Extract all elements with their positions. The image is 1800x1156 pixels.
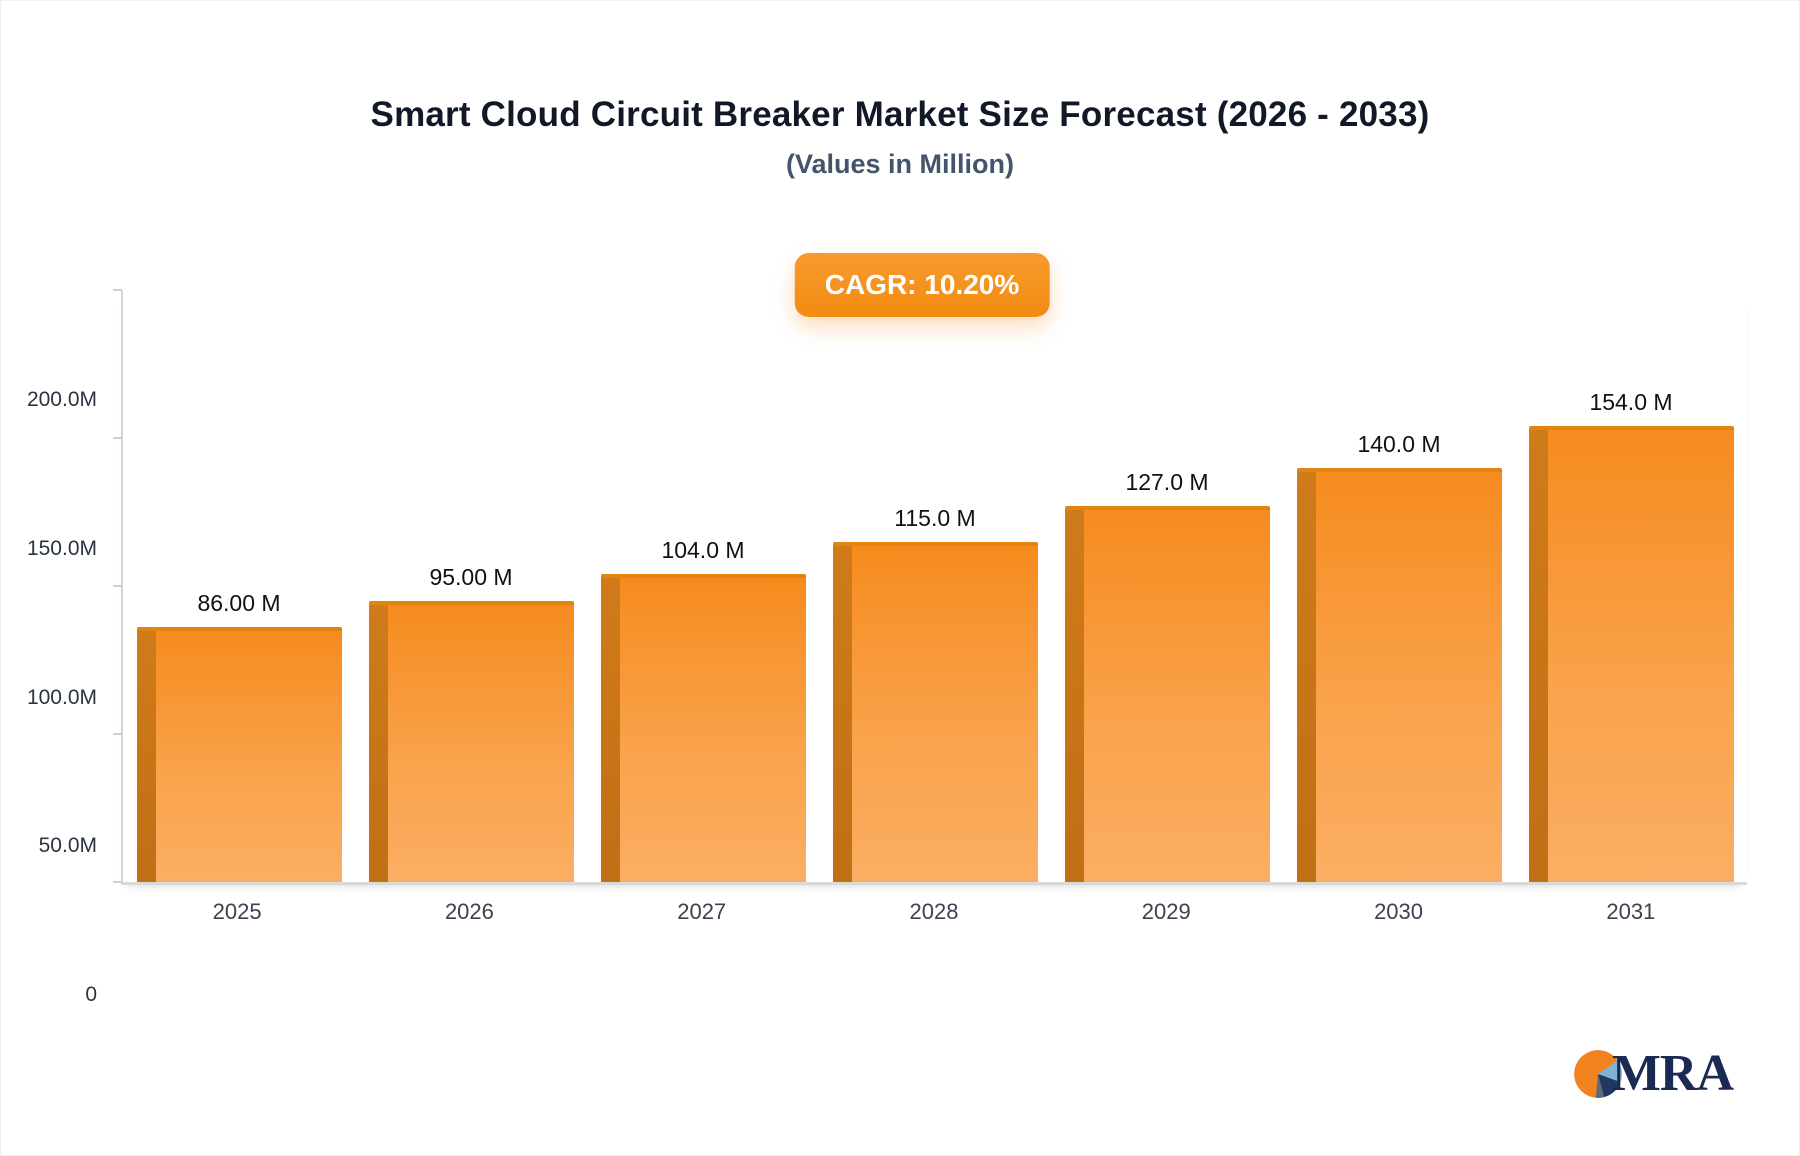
y-axis-tick-label: 0 (85, 983, 97, 1006)
brand-logo: MRA (1572, 1044, 1734, 1103)
x-axis-label: 2028 (909, 899, 959, 924)
bar-front-face (851, 545, 1038, 882)
chart-area: 200.0M 150.0M 100.0M 50.0M 0 86.00 M 95.00 M 1… (1, 289, 1799, 1006)
bar (832, 541, 1038, 882)
bar-front-face (619, 578, 806, 882)
bar-front-face (155, 631, 342, 882)
bar (136, 627, 342, 882)
y-axis: 200.0M 150.0M 100.0M 50.0M 0 (1, 388, 113, 1006)
bar-group: 115.0 M (832, 290, 1038, 882)
bar-value-label: 104.0 M (661, 537, 745, 564)
bar-group: 104.0 M (600, 290, 806, 882)
y-axis-tick-label: 50.0M (38, 834, 97, 858)
bar-front-face (1547, 430, 1734, 882)
chart-header: Smart Cloud Circuit Breaker Market Size … (1, 1, 1799, 180)
plot-area: 86.00 M 95.00 M 104.0 M 115.0 M 127.0 M 140.0… (113, 289, 1747, 885)
bar-side-face (600, 578, 620, 882)
bar-front-face (1315, 471, 1502, 882)
y-axis-tick-label: 200.0M (26, 388, 97, 411)
bar (600, 574, 806, 882)
bar-side-face (832, 545, 852, 882)
bar-value-label: 86.00 M (197, 590, 281, 617)
y-tick-mark (113, 733, 122, 735)
bar-group: 154.0 M (1528, 290, 1734, 882)
bar-value-label: 127.0 M (1125, 469, 1209, 496)
bar-value-label: 154.0 M (1589, 389, 1673, 416)
chart-subtitle: (Values in Million) (785, 149, 1015, 179)
bar-side-face (1528, 430, 1548, 882)
x-axis-label: 2026 (444, 899, 494, 924)
chart-title: Smart Cloud Circuit Breaker Market Size … (370, 95, 1430, 134)
x-axis-label: 2030 (1374, 899, 1424, 924)
x-axis-label: 2031 (1606, 899, 1656, 924)
cagr-badge: CAGR: 10.20% (794, 253, 1050, 317)
bar-group: 95.00 M (368, 290, 574, 882)
y-tick-mark (113, 585, 122, 587)
x-axis-labels: 2025 2026 2027 2028 2029 2030 2031 (121, 899, 1747, 925)
bar-value-label: 95.00 M (429, 563, 513, 590)
x-axis-label: 2029 (1141, 899, 1191, 924)
x-axis-label: 2025 (212, 899, 262, 924)
y-tick-mark (113, 289, 122, 291)
x-axis-label: 2027 (677, 899, 727, 924)
bar (1528, 426, 1734, 882)
logo-pie-icon (1573, 1049, 1622, 1098)
y-axis-tick-label: 100.0M (26, 685, 97, 709)
bar-group: 127.0 M (1064, 290, 1270, 882)
bar-front-face (1083, 510, 1270, 882)
bar (368, 600, 574, 882)
bar-group: 140.0 M (1296, 290, 1502, 882)
bar-side-face (1296, 471, 1316, 882)
bar-front-face (387, 604, 574, 882)
y-axis-tick-label: 150.0M (26, 536, 97, 560)
bar-value-label: 115.0 M (894, 504, 976, 531)
bar-side-face (1064, 510, 1084, 882)
bar (1296, 467, 1502, 882)
bar-side-face (136, 631, 156, 882)
bar (1064, 506, 1270, 882)
bar-side-face (368, 604, 388, 882)
bar-value-label: 140.0 M (1357, 430, 1441, 457)
logo-text: MRA (1611, 1045, 1734, 1102)
bar-group: 86.00 M (136, 290, 342, 882)
y-tick-mark (113, 437, 122, 439)
y-tick-mark (113, 881, 122, 883)
